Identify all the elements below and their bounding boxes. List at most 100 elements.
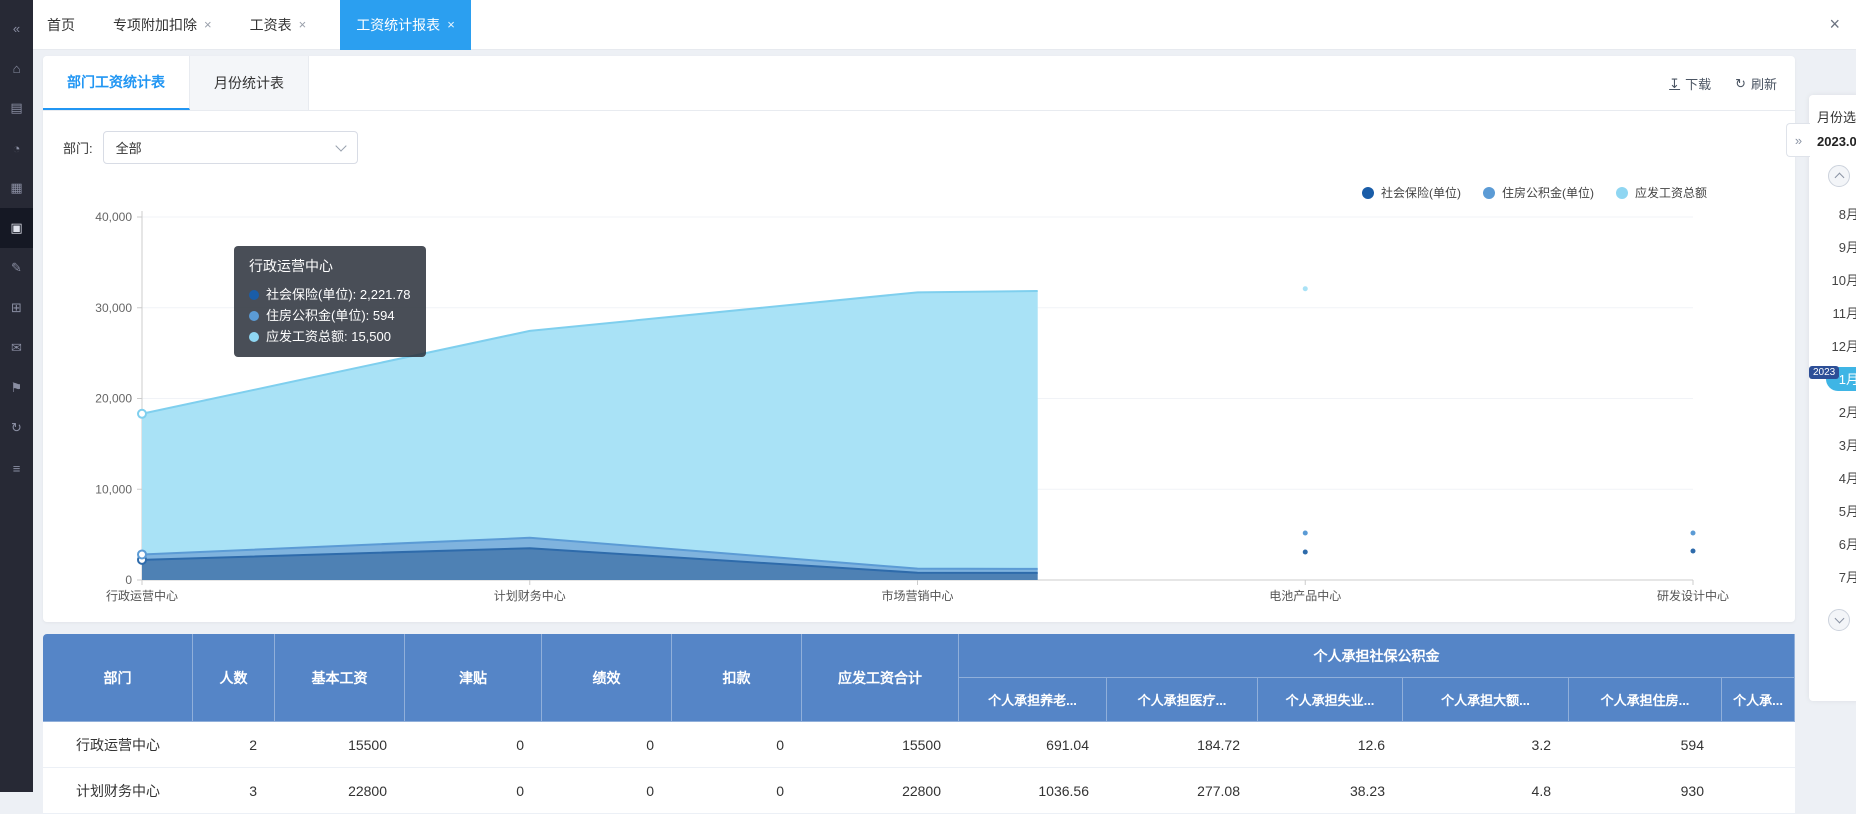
month-item[interactable]: 2月 [1838, 405, 1856, 420]
refresh-icon: ↻ [1735, 75, 1746, 91]
menu-icon[interactable]: ≡ [12, 460, 21, 476]
month-item[interactable]: 4月 [1838, 471, 1856, 486]
group-header: 个人承担社保公积金 [959, 634, 1796, 678]
svg-text:行政运营中心: 行政运营中心 [106, 588, 178, 603]
value-cell: 3 [193, 768, 275, 814]
month-item[interactable]: 12月 [1831, 339, 1856, 354]
svg-text:研发设计中心: 研发设计中心 [1657, 588, 1729, 603]
column-header: 绩效 [542, 634, 672, 722]
salary-table: 部门 人数 基本工资 津贴 绩效 扣款 应发工资合计 个人承担社保公积金 个人承担养老... 个人… [43, 634, 1796, 814]
month-item[interactable]: 9月 [1838, 240, 1856, 255]
column-header: 部门 [43, 634, 193, 722]
scroll-down-button[interactable] [1828, 609, 1850, 631]
month-panel-current: 2023.0 [1817, 134, 1856, 149]
close-tab-icon[interactable]: × [204, 17, 212, 32]
month-item[interactable]: 11月 [1832, 306, 1856, 321]
subtab-month-stats[interactable]: 月份统计表 [190, 56, 309, 110]
value-cell: 22800 [802, 768, 959, 814]
svg-text:0: 0 [125, 573, 132, 587]
legend-item[interactable]: 社会保险(单位) [1361, 184, 1461, 201]
column-header: 扣款 [672, 634, 802, 722]
back-arrow-icon[interactable]: « [12, 20, 21, 36]
download-label: 下载 [1685, 77, 1712, 92]
list-icon[interactable]: ▤ [10, 100, 23, 115]
department-filter: 部门: 全部 [63, 131, 358, 164]
department-select[interactable]: 全部 [102, 131, 358, 164]
value-cell: 1036.56 [959, 768, 1107, 814]
tab-label: 首页 [47, 16, 75, 33]
value-cell: 184.72 [1107, 722, 1258, 768]
svg-text:电池产品中心: 电池产品中心 [1269, 588, 1341, 603]
month-panel-title: 月份选 [1817, 110, 1856, 125]
svg-text:计划财务中心: 计划财务中心 [494, 588, 566, 603]
refresh-button[interactable]: ↻ 刷新 [1735, 74, 1777, 93]
legend-dot [1361, 186, 1374, 199]
report-icon[interactable]: ▣ [0, 208, 33, 248]
scroll-up-button[interactable] [1828, 165, 1850, 187]
chart-card: 部门工资统计表 月份统计表 ↧ 下载 ↻ 刷新 部门: 全部 社会保险(单位) 住… [43, 56, 1795, 622]
refresh-icon[interactable]: ↻ [11, 420, 22, 435]
value-cell: 0 [542, 722, 672, 768]
main-tabbar: 首页 专项附加扣除 × 工资表 × 工资统计报表 × × [33, 0, 1856, 50]
value-cell: 930 [1569, 768, 1722, 814]
legend-item[interactable]: 应发工资总额 [1615, 184, 1707, 201]
value-cell: 2 [193, 722, 275, 768]
subtab-department-stats[interactable]: 部门工资统计表 [43, 56, 190, 110]
tab-label: 工资表 [249, 16, 292, 33]
dept-cell: 行政运营中心 [43, 722, 193, 768]
month-item[interactable]: 10月 [1831, 273, 1856, 288]
value-cell: 15500 [802, 722, 959, 768]
legend-label: 应发工资总额 [1634, 186, 1707, 200]
add-icon[interactable]: ⊞ [11, 300, 22, 315]
tab-special-deduction[interactable]: 专项附加扣除 × [109, 0, 216, 50]
legend-item[interactable]: 住房公积金(单位) [1482, 184, 1594, 201]
salary-area-chart[interactable]: 0 10,000 20,000 30,000 40,000 行政运营中心 计划财务中心 市场营… [43, 206, 1795, 618]
tab-salary-report[interactable]: 工资统计报表 × [340, 0, 471, 50]
close-tab-icon[interactable]: × [298, 17, 307, 32]
column-header: 人数 [193, 634, 275, 722]
flag-icon[interactable]: ⚑ [10, 380, 23, 395]
grid-icon[interactable]: ▦ [10, 180, 23, 195]
tab-salary-sheet[interactable]: 工资表 × [246, 0, 311, 50]
month-item[interactable]: 7月 [1838, 570, 1856, 585]
value-cell: 594 [1569, 722, 1722, 768]
value-cell: 12.6 [1258, 722, 1403, 768]
value-cell: 0 [672, 768, 802, 814]
value-cell: 22800 [275, 768, 405, 814]
tab-label: 工资统计报表 [356, 16, 441, 33]
svg-text:市场营销中心: 市场营销中心 [881, 588, 953, 603]
legend-label: 住房公积金(单位) [1501, 186, 1594, 200]
month-item[interactable]: 5月 [1838, 504, 1856, 519]
close-all-icon[interactable]: × [1829, 14, 1840, 34]
mail-icon[interactable]: ✉ [11, 340, 22, 355]
column-header: 基本工资 [275, 634, 405, 722]
card-toolbar: ↧ 下载 ↻ 刷新 [1669, 56, 1777, 111]
month-panel: 月份选 2023.0 8月 9月 10月 11月 12月 2023 1月 2月 3月 4月 5月 6月… [1809, 95, 1856, 701]
sub-column-header: 个人承担住房... [1569, 678, 1722, 722]
clock-icon[interactable]: ◔ [12, 140, 21, 156]
svg-text:30,000: 30,000 [95, 301, 132, 315]
download-button[interactable]: ↧ 下载 [1669, 74, 1711, 93]
svg-text:40,000: 40,000 [95, 210, 132, 224]
value-cell: 691.04 [959, 722, 1107, 768]
edit-icon[interactable]: ✎ [11, 260, 22, 275]
value-cell: 4.8 [1403, 768, 1569, 814]
month-item[interactable]: 3月 [1838, 438, 1856, 453]
sub-column-header: 个人承... [1722, 678, 1796, 722]
chevron-down-icon [1834, 613, 1844, 624]
close-tab-icon[interactable]: × [447, 17, 455, 32]
value-cell: 15500 [275, 722, 405, 768]
column-header: 津贴 [405, 634, 542, 722]
select-value: 全部 [115, 141, 142, 156]
home-icon[interactable]: ⌂ [12, 60, 21, 76]
value-cell: 0 [405, 722, 542, 768]
month-item[interactable]: 2023 1月 [1809, 362, 1856, 395]
value-cell: 38.23 [1258, 768, 1403, 814]
tab-home[interactable]: 首页 [43, 0, 79, 50]
collapse-panel-button[interactable]: » [1786, 123, 1810, 157]
legend-dot [1615, 186, 1628, 199]
dept-cell: 计划财务中心 [43, 768, 193, 814]
month-item[interactable]: 8月 [1838, 207, 1856, 222]
month-item[interactable]: 6月 [1838, 537, 1856, 552]
